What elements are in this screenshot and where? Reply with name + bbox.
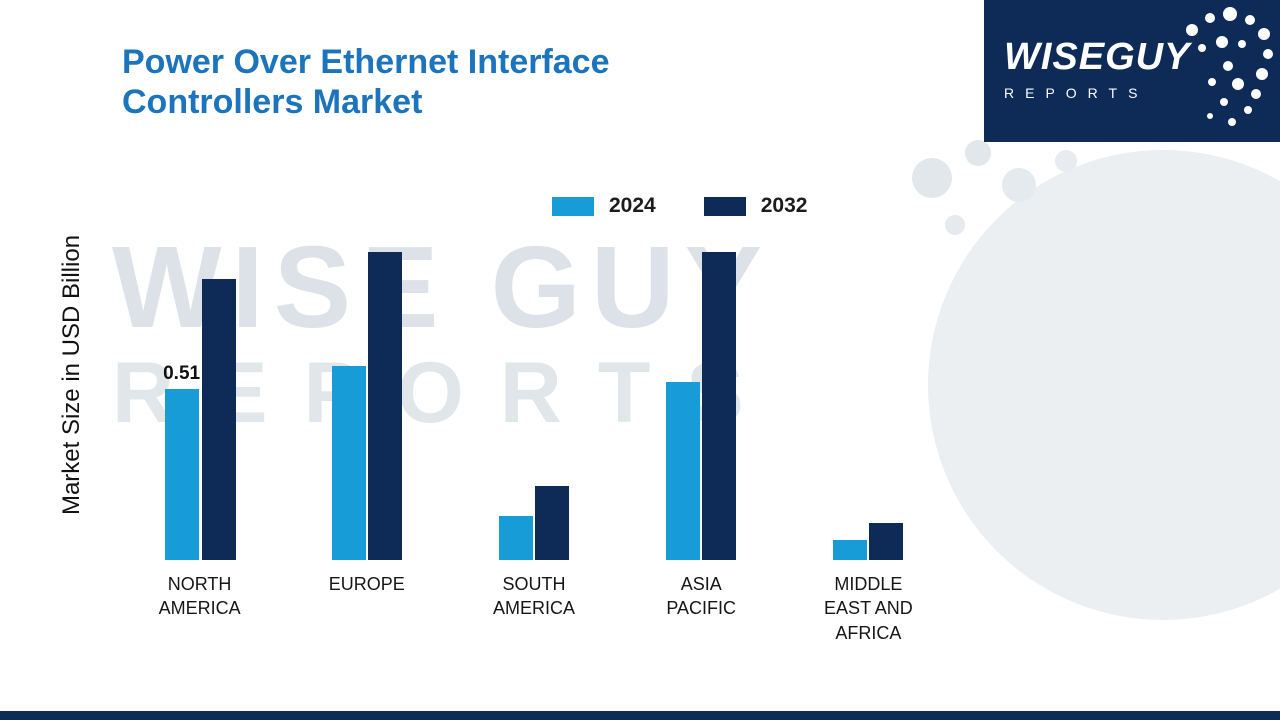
category-label: EUROPE: [328, 574, 405, 594]
bar-group: EUROPE: [283, 225, 450, 645]
bar-2032-europe: [367, 252, 402, 560]
background-dot: [1055, 150, 1077, 172]
bar-2032-north-america: [202, 279, 237, 560]
logo-brand-name: WISEGUY: [1004, 36, 1191, 78]
page-title: Power Over Ethernet Interface Controller…: [122, 43, 610, 122]
bar-2032-middle-east-and-africa: [869, 523, 904, 560]
legend: 2024 2032: [552, 194, 807, 218]
category-label: SOUTH AMERICA: [492, 574, 575, 619]
bar-2024-south-america: [499, 516, 533, 560]
bar-group: 0.51 NORTH AMERICA: [116, 225, 283, 645]
background-face-silhouette: [928, 150, 1280, 620]
category-label: ASIA PACIFIC: [666, 574, 737, 619]
bar-2024-middle-east-and-africa: [833, 540, 868, 560]
category-label: NORTH AMERICA: [158, 574, 241, 619]
legend-item-2024: 2024: [552, 194, 656, 218]
bottom-accent-bar: [0, 711, 1280, 720]
legend-label: 2032: [760, 194, 808, 217]
background-dot: [965, 140, 991, 166]
logo-reports-label: REPORTS: [1004, 85, 1149, 101]
background-dot: [1002, 168, 1036, 202]
legend-swatch-2024: [552, 196, 594, 216]
wiseguy-reports-logo: WISEGUY REPORTS: [984, 0, 1280, 142]
y-axis-label: Market Size in USD Billion: [58, 234, 85, 516]
background-dot: [912, 158, 952, 198]
bar-2032-asia-pacific: [702, 252, 737, 560]
logo-face-dots-icon: [1186, 7, 1273, 126]
background-dot: [945, 215, 965, 235]
bar-group: MIDDLE EAST AND AFRICA: [785, 225, 952, 645]
bar-2024-europe: [331, 366, 366, 560]
legend-item-2032: 2032: [703, 194, 808, 218]
bar-group: SOUTH AMERICA: [450, 225, 617, 645]
bar-2032-south-america: [535, 486, 569, 560]
logo-text: WISEGUY REPORTS: [1004, 36, 1190, 101]
bar-2024-asia-pacific: [666, 382, 701, 560]
category-label: MIDDLE EAST AND AFRICA: [824, 574, 913, 643]
bar-group: ASIA PACIFIC: [618, 225, 785, 645]
bar-value-label: 0.51: [163, 363, 201, 384]
legend-label: 2024: [609, 194, 656, 217]
plot-area: 0.51 NORTH AMERICA EUROPE SOUTH AMERICA ASIA…: [116, 225, 952, 645]
legend-swatch-2032: [703, 196, 746, 216]
bar-2024-north-america: [164, 389, 199, 560]
